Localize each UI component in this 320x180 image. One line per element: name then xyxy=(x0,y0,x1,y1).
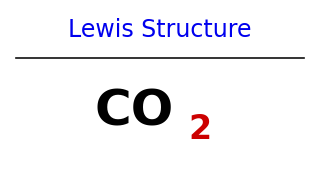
Text: 2: 2 xyxy=(188,113,212,146)
Text: CO: CO xyxy=(95,88,174,136)
Text: Lewis Structure: Lewis Structure xyxy=(68,18,252,42)
